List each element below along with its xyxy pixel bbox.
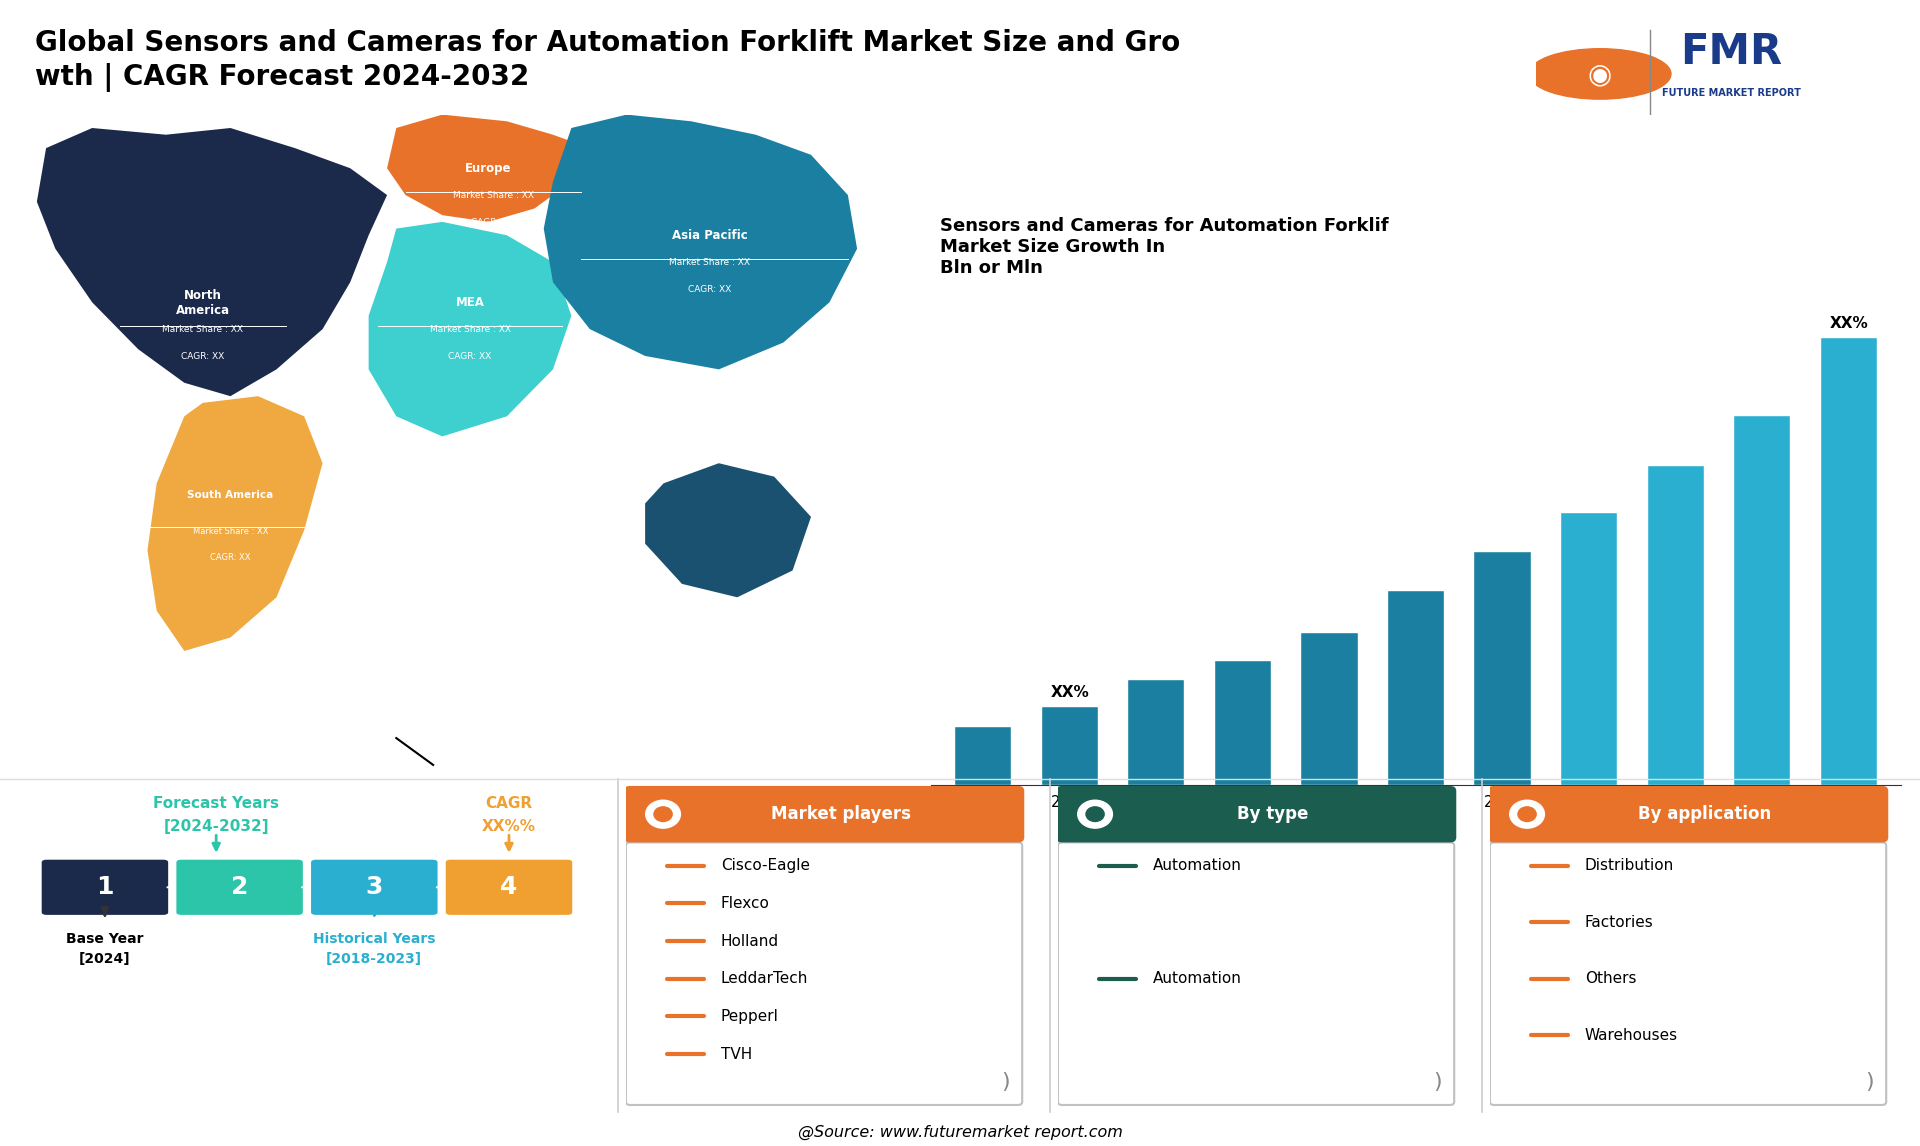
Circle shape — [1077, 800, 1112, 829]
Text: Automation: Automation — [1152, 858, 1242, 873]
Text: Warehouses: Warehouses — [1584, 1028, 1678, 1043]
Text: By application: By application — [1638, 806, 1772, 823]
Text: ): ) — [1866, 1072, 1874, 1092]
Polygon shape — [36, 128, 388, 397]
Bar — [1129, 680, 1185, 785]
Text: TVH: TVH — [720, 1046, 753, 1061]
Polygon shape — [369, 222, 572, 437]
Text: CAGR: CAGR — [486, 795, 532, 811]
Text: LeddarTech: LeddarTech — [720, 971, 808, 987]
Text: FMR: FMR — [1680, 31, 1782, 73]
Text: 4: 4 — [501, 876, 518, 900]
Text: Distribution: Distribution — [1584, 858, 1674, 873]
Bar — [1302, 634, 1357, 785]
FancyBboxPatch shape — [1488, 786, 1887, 842]
Text: CAGR: XX: CAGR: XX — [449, 352, 492, 361]
Text: CAGR: XX: CAGR: XX — [687, 285, 732, 295]
Bar — [1734, 416, 1791, 785]
FancyBboxPatch shape — [1490, 842, 1885, 1105]
Text: MEA: MEA — [455, 296, 484, 308]
FancyBboxPatch shape — [177, 860, 303, 915]
Polygon shape — [543, 115, 856, 369]
FancyBboxPatch shape — [626, 842, 1021, 1105]
Polygon shape — [388, 115, 589, 222]
Bar — [1215, 660, 1271, 785]
Text: Market players: Market players — [770, 806, 910, 823]
Circle shape — [1087, 807, 1104, 822]
Text: Market Share : XX: Market Share : XX — [453, 191, 534, 201]
Text: XX%%: XX%% — [482, 819, 536, 834]
Text: Market Share : XX: Market Share : XX — [163, 325, 244, 335]
Text: By type: By type — [1236, 806, 1308, 823]
FancyBboxPatch shape — [445, 860, 572, 915]
Text: 1: 1 — [96, 876, 113, 900]
Text: @Source: www.futuremarket report.com: @Source: www.futuremarket report.com — [797, 1125, 1123, 1140]
Circle shape — [645, 800, 680, 829]
Text: Factories: Factories — [1584, 915, 1653, 929]
FancyBboxPatch shape — [1058, 842, 1453, 1105]
Text: Sensors and Cameras for Automation Forklif
Market Size Growth In
Bln or Mln: Sensors and Cameras for Automation Forkl… — [941, 218, 1388, 277]
Text: XX%: XX% — [1830, 316, 1868, 331]
FancyBboxPatch shape — [311, 860, 438, 915]
Text: 3: 3 — [365, 876, 382, 900]
Text: ): ) — [1434, 1072, 1442, 1092]
Text: Base Year: Base Year — [65, 932, 144, 947]
Text: Forecast Years: Forecast Years — [154, 795, 278, 811]
Text: XX%: XX% — [1050, 685, 1089, 700]
Bar — [1475, 552, 1530, 785]
Text: CAGR: XX: CAGR: XX — [180, 352, 225, 361]
Text: [2024-2032]: [2024-2032] — [163, 819, 269, 834]
Text: Market Share : XX: Market Share : XX — [670, 259, 751, 267]
Text: Market Share : XX: Market Share : XX — [192, 527, 269, 535]
Circle shape — [1528, 48, 1670, 99]
Text: ◉: ◉ — [1588, 60, 1613, 88]
Circle shape — [1509, 800, 1544, 829]
Text: FUTURE MARKET REPORT: FUTURE MARKET REPORT — [1663, 88, 1801, 97]
Text: 2: 2 — [230, 876, 248, 900]
Text: Automation: Automation — [1152, 971, 1242, 987]
Text: South America: South America — [188, 490, 273, 500]
Text: ): ) — [1002, 1072, 1010, 1092]
Text: Global Sensors and Cameras for Automation Forklift Market Size and Gro: Global Sensors and Cameras for Automatio… — [35, 29, 1179, 56]
Text: CAGR: XX: CAGR: XX — [209, 554, 252, 563]
Bar — [1647, 466, 1703, 785]
Text: Pepperl: Pepperl — [720, 1008, 780, 1023]
Text: Holland: Holland — [720, 934, 780, 949]
Text: Asia Pacific: Asia Pacific — [672, 228, 747, 242]
Polygon shape — [148, 397, 323, 651]
Text: wth | CAGR Forecast 2024-2032: wth | CAGR Forecast 2024-2032 — [35, 63, 528, 92]
Text: Others: Others — [1584, 971, 1636, 987]
Polygon shape — [645, 463, 810, 597]
Text: Market Share : XX: Market Share : XX — [430, 325, 511, 335]
Text: CAGR: XX: CAGR: XX — [472, 218, 515, 227]
Text: Flexco: Flexco — [720, 896, 770, 911]
Bar — [1561, 513, 1617, 785]
FancyBboxPatch shape — [1056, 786, 1455, 842]
Circle shape — [655, 807, 672, 822]
Text: Cisco-Eagle: Cisco-Eagle — [720, 858, 810, 873]
Text: Europe: Europe — [465, 162, 513, 174]
Bar — [1388, 590, 1444, 785]
Text: [2024]: [2024] — [79, 952, 131, 966]
FancyBboxPatch shape — [42, 860, 169, 915]
Text: [2018-2023]: [2018-2023] — [326, 952, 422, 966]
Bar — [954, 727, 1012, 785]
Bar — [1041, 707, 1098, 785]
Text: Historical Years: Historical Years — [313, 932, 436, 947]
Bar — [1820, 338, 1878, 785]
Text: North
America: North America — [177, 289, 230, 317]
FancyBboxPatch shape — [624, 786, 1023, 842]
Circle shape — [1519, 807, 1536, 822]
